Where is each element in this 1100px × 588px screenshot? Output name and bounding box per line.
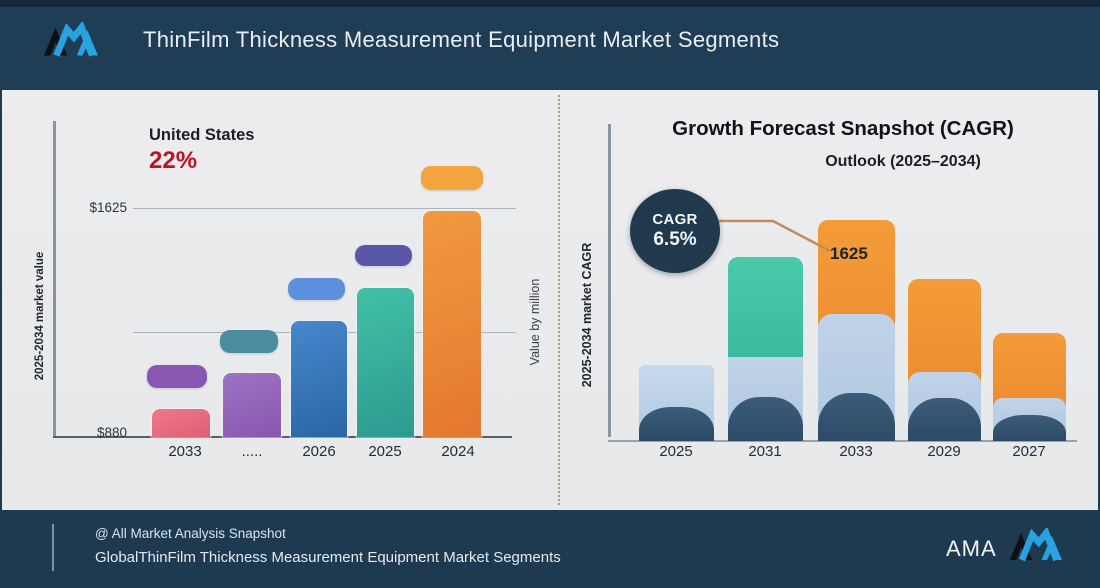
bar-cap-2024 [421,166,483,190]
callout-value: 1625 [830,244,868,263]
left-chart-y-axis [53,121,56,437]
right-chart-y-axis [608,124,611,437]
left-x-label-.....: ..... [241,443,263,460]
footer-bar: @ All Market Analysis Snapshot GlobalThi… [0,510,1100,588]
chart-divider [558,95,560,505]
footer-caption: GlobalThinFilm Thickness Measurement Equ… [95,549,561,566]
left-x-label-2026: 2026 [302,443,336,460]
footer-divider-line [52,524,54,571]
left-chart-right-axis-label: Value by million [528,278,542,366]
bar-cap-..... [220,330,278,353]
left-x-label-2025: 2025 [368,443,402,460]
bar-cap-2025 [355,245,412,266]
right-x-label-2029: 2029 [927,443,961,460]
right-chart-title: Growth Forecast Snapshot (CAGR) [672,117,1014,140]
left-chart-y-axis-label: 2025-2034 market value [34,251,46,381]
left-chart-tick-1625: $1625 [89,200,127,215]
stack-segment-2025-1 [639,407,714,441]
footer-brand-text: AMA [946,536,997,561]
right-x-label-2033: 2033 [839,443,873,460]
bar-2024 [423,211,481,437]
right-chart-y-axis-label: 2025-2034 market CAGR [580,242,594,388]
cagr-badge: CAGR 6.5% [630,189,720,273]
footer-ama-logo-icon [1009,528,1062,562]
ama-logo-icon [43,22,98,57]
stack-segment-2029-2 [908,398,981,441]
page-title: ThinFilm Thickness Measurement Equipment… [143,27,780,52]
stack-segment-2031-2 [728,397,803,441]
footer-attribution: @ All Market Analysis Snapshot [95,526,286,541]
right-x-label-2031: 2031 [748,443,782,460]
bar-cap-2033 [147,365,207,388]
bar-..... [223,373,281,437]
left-chart-gridline-0 [133,208,516,210]
bar-2025 [357,288,414,437]
header-bar: ThinFilm Thickness Measurement Equipment… [0,0,1100,90]
left-chart-x-axis [53,436,512,438]
bar-2026 [291,321,347,437]
bar-2033 [152,409,210,437]
stack-segment-2027-2 [993,415,1066,441]
left-x-label-2033: 2033 [168,443,202,460]
left-chart-tick-880: $880 [96,425,127,440]
bar-cap-2026 [288,278,345,300]
right-x-label-2027: 2027 [1012,443,1046,460]
region-label: United States [149,126,255,144]
left-x-label-2024: 2024 [441,443,475,460]
right-chart-subtitle: Outlook (2025–2034) [825,153,981,170]
cagr-badge-label: CAGR [652,211,698,228]
stack-segment-2033-2 [818,393,895,441]
growth-highlight-value: 22% [149,147,198,174]
cagr-badge-value: 6.5% [653,229,697,250]
right-x-label-2025: 2025 [659,443,693,460]
